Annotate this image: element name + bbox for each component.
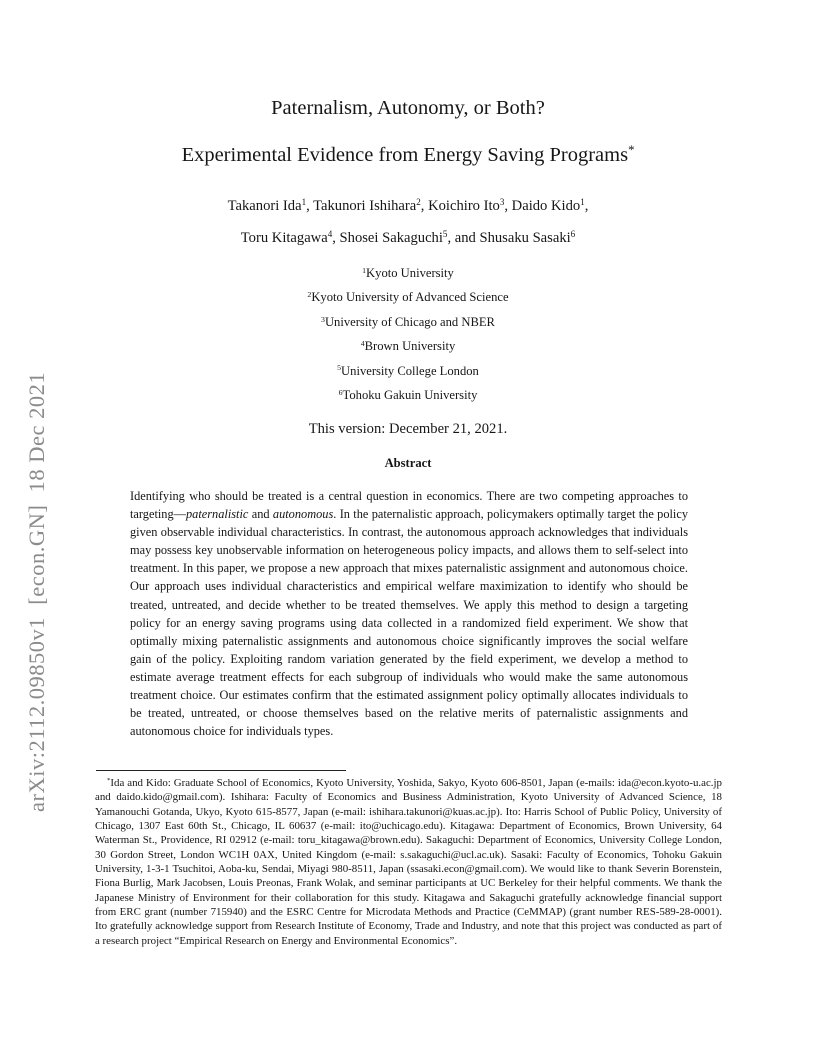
affiliation-line: 1Kyoto University: [362, 265, 454, 280]
abstract-heading: Abstract: [384, 456, 432, 470]
paper-title-line2: Experimental Evidence from Energy Saving…: [181, 143, 635, 166]
paper-title-line1: Paternalism, Autonomy, or Both?: [271, 97, 545, 119]
affiliation-line: 6Tohoku Gakuin University: [338, 387, 478, 403]
affiliation-line: 5University College London: [337, 363, 479, 378]
affiliation-line: 2Kyoto University of Advanced Science: [307, 290, 509, 305]
affiliation-line: 3University of Chicago and NBER: [321, 314, 495, 329]
affiliations-list: 1Kyoto University 2Kyoto University of Ad…: [0, 261, 816, 407]
affiliation-line: 4Brown University: [360, 338, 456, 354]
version-line: This version: December 21, 2021.: [308, 421, 508, 437]
footnote-text: *Ida and Kido: Graduate School of Econom…: [95, 777, 722, 947]
abstract-text: Identifying who should be treated is a c…: [130, 489, 688, 739]
authors-line1: Takanori Ida1, Takunori Ishihara2, Koich…: [227, 197, 589, 214]
authors-line2: Toru Kitagawa4, Shosei Sakaguchi5, and S…: [240, 229, 576, 246]
footnote-rule: [96, 770, 346, 771]
